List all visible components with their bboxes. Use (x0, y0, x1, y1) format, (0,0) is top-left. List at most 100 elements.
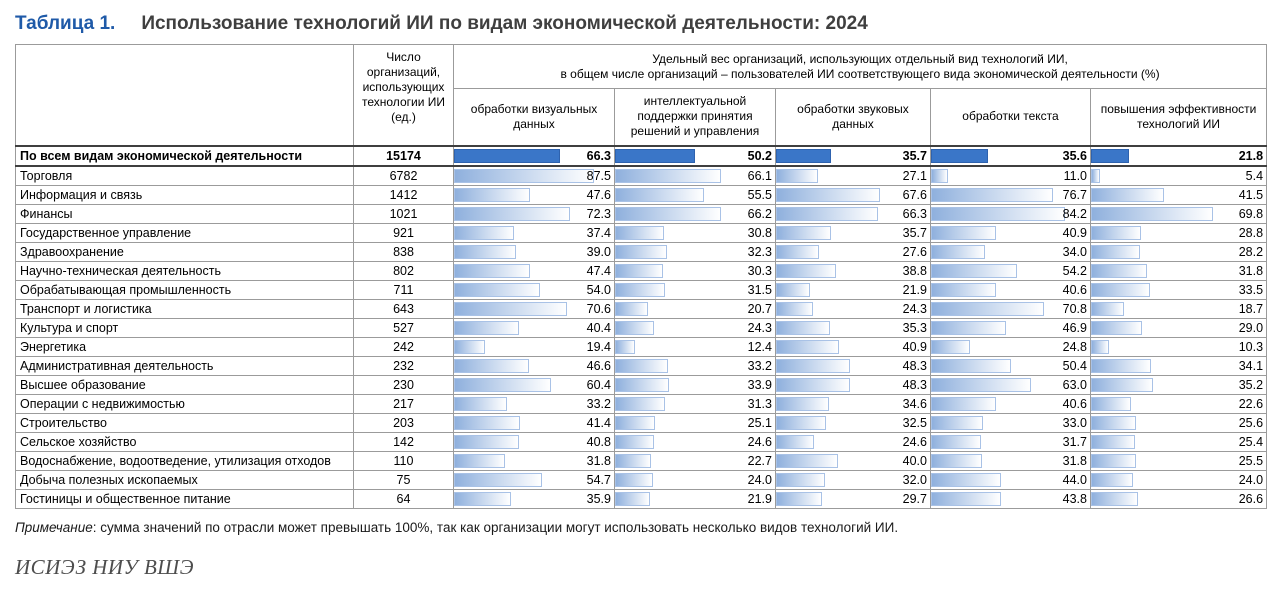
data-bar (776, 263, 836, 278)
data-bar (931, 434, 982, 449)
percent-cell: 31.3 (614, 393, 776, 414)
data-bar (454, 415, 521, 430)
table-row: Административная деятельность 232 46.6 33.2… (15, 355, 1268, 376)
percent-value: 84.2 (1062, 206, 1087, 221)
percent-cell: 40.4 (453, 317, 615, 338)
data-bar (776, 472, 826, 487)
data-bar (454, 263, 530, 278)
data-bar (1091, 301, 1124, 316)
percent-value: 60.4 (586, 377, 611, 392)
percent-cell: 66.1 (614, 165, 776, 186)
data-bar (615, 244, 667, 259)
percent-value: 25.6 (1238, 415, 1264, 430)
percent-value: 38.8 (902, 263, 927, 278)
percent-cell: 48.3 (775, 374, 931, 395)
data-bar (931, 263, 1018, 278)
data-bar (1091, 148, 1130, 163)
data-bar (454, 301, 567, 316)
data-bar (1091, 263, 1147, 278)
org-count: 110 (353, 450, 454, 471)
table-number-label: Таблица 1. (15, 13, 116, 34)
data-bar (931, 148, 988, 163)
data-bar (615, 187, 704, 202)
percent-value: 48.3 (902, 377, 927, 392)
percent-cell: 66.3 (453, 144, 615, 167)
data-bar (776, 282, 810, 297)
tech-column-header: интеллектуальной поддержки принятия реше… (614, 88, 776, 146)
percent-cell: 25.5 (1089, 450, 1268, 471)
table-row: Культура и спорт 527 40.4 24.3 35.3 46.9 29.0 (15, 317, 1268, 338)
percent-cell: 50.4 (930, 355, 1091, 376)
note-text: : сумма значений по отрасли может превыш… (92, 519, 899, 535)
data-bar (1091, 415, 1136, 430)
percent-value: 50.2 (747, 148, 772, 163)
table-title-text: Использование технологий ИИ по видам эко… (141, 13, 868, 34)
percent-value: 29.7 (902, 491, 927, 506)
activity-label: Обрабатывающая промышленность (15, 279, 354, 300)
data-bar (776, 168, 818, 183)
table-row: Торговля 6782 87.5 66.1 27.1 11.0 5.4 (15, 165, 1268, 186)
data-bar (1091, 434, 1136, 449)
percent-value: 21.9 (902, 282, 927, 297)
activity-label: Гостиницы и общественное питание (15, 488, 354, 509)
percent-cell: 33.9 (614, 374, 776, 395)
data-bar (1091, 282, 1150, 297)
percent-cell: 33.2 (453, 393, 615, 414)
percent-value: 40.9 (1062, 225, 1087, 240)
org-count: 230 (353, 374, 454, 395)
data-bar (1091, 225, 1142, 240)
percent-cell: 29.0 (1089, 317, 1268, 338)
percent-value: 24.3 (747, 320, 772, 335)
percent-value: 43.8 (1062, 491, 1087, 506)
activity-label: Транспорт и логистика (15, 298, 354, 319)
data-bar (776, 301, 814, 316)
data-bar (776, 244, 819, 259)
data-bar (454, 453, 505, 468)
ai-usage-table: Число организаций, использующих технолог… (15, 44, 1268, 509)
percent-cell: 24.8 (930, 336, 1091, 357)
table-row: Добыча полезных ископаемых 75 54.7 24.0 32.0… (15, 469, 1268, 490)
percent-value: 27.1 (902, 168, 927, 183)
data-bar (776, 491, 822, 506)
table-row: Сельское хозяйство 142 40.8 24.6 24.6 31.7 25.… (15, 431, 1268, 452)
total-row: По всем видам экономической деятельности… (15, 144, 1268, 167)
data-bar (454, 206, 570, 221)
percent-cell: 19.4 (453, 336, 615, 357)
data-bar (1091, 320, 1142, 335)
data-bar (454, 187, 531, 202)
org-count: 75 (353, 469, 454, 490)
percent-value: 47.4 (586, 263, 611, 278)
percent-cell: 41.4 (453, 412, 615, 433)
percent-value: 33.2 (747, 358, 772, 373)
activity-label: Водоснабжение, водоотведение, утилизация… (15, 450, 354, 471)
data-bar (454, 148, 561, 163)
data-bar (454, 396, 508, 411)
data-bar (1091, 472, 1133, 487)
activity-label: Государственное управление (15, 222, 354, 243)
percent-cell: 33.0 (930, 412, 1091, 433)
data-bar (615, 301, 649, 316)
percent-cell: 31.7 (930, 431, 1091, 452)
data-bar (931, 453, 982, 468)
percent-value: 12.4 (747, 339, 772, 354)
percent-value: 35.3 (902, 320, 927, 335)
data-bar (931, 282, 996, 297)
activity-label: Торговля (15, 165, 354, 186)
data-bar (931, 320, 1006, 335)
data-bar (1091, 168, 1101, 183)
percent-cell: 12.4 (614, 336, 776, 357)
percent-cell: 28.8 (1089, 222, 1268, 243)
percent-cell: 21.8 (1089, 144, 1268, 167)
percent-cell: 21.9 (775, 279, 931, 300)
percent-cell: 54.2 (930, 260, 1091, 281)
percent-value: 25.4 (1238, 434, 1264, 449)
percent-value: 63.0 (1062, 377, 1087, 392)
percent-cell: 41.5 (1089, 184, 1268, 205)
data-bar (615, 148, 696, 163)
percent-value: 33.0 (1062, 415, 1087, 430)
data-bar (615, 491, 651, 506)
percent-value: 29.0 (1238, 320, 1264, 335)
data-bar (615, 472, 654, 487)
percent-cell: 70.6 (453, 298, 615, 319)
percent-value: 54.7 (586, 472, 611, 487)
